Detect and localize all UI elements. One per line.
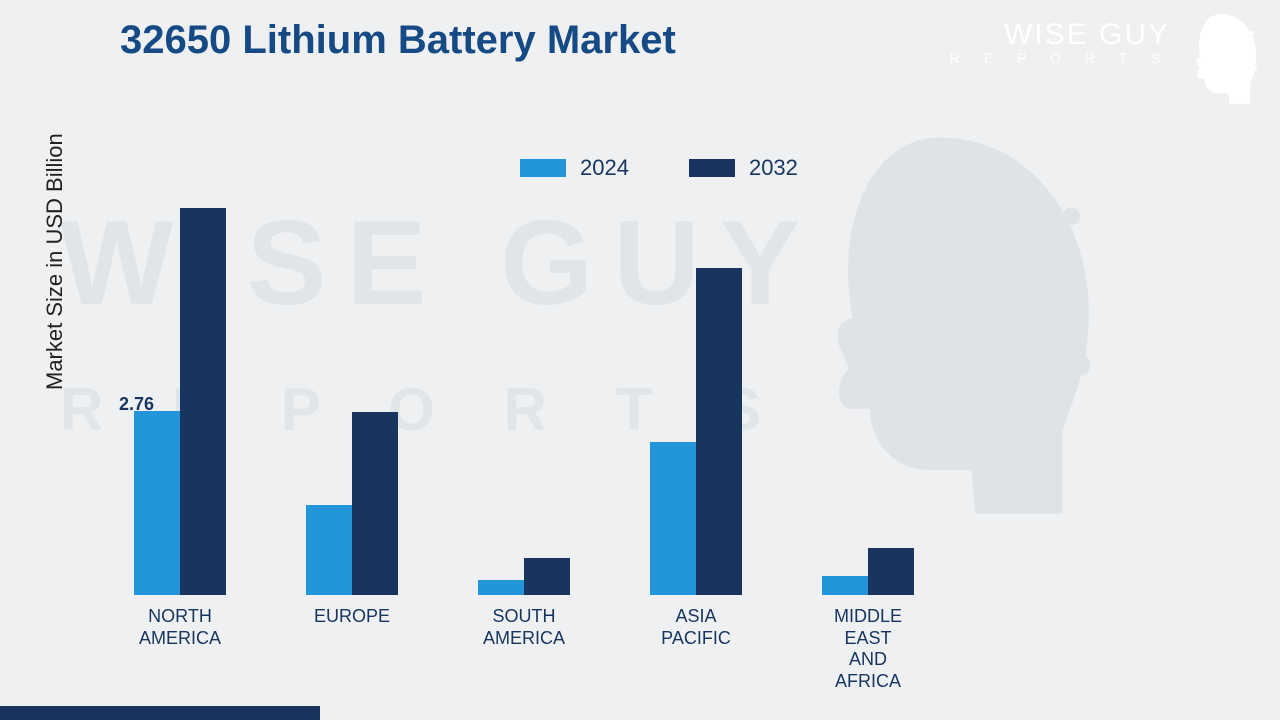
bar-value-label: 2.76 [74,394,154,415]
bar-2024 [134,411,180,595]
legend-label-2024: 2024 [580,155,629,181]
chart-title: 32650 Lithium Battery Market [120,18,676,63]
brand-block: WISE GUY R E P O R T S [950,18,1170,66]
brand-head-icon [1178,10,1264,110]
legend-label-2032: 2032 [749,155,798,181]
x-tick-label: NORTH AMERICA [110,606,250,649]
bar-2032 [868,548,914,595]
bar-2024 [822,576,868,595]
bar-2032 [524,558,570,595]
x-axis-labels: NORTH AMERICAEUROPESOUTH AMERICAASIA PAC… [120,598,980,718]
legend-swatch-2024 [520,159,566,177]
bar-2024 [306,505,352,595]
bar-2024 [478,580,524,595]
legend: 2024 2032 [520,155,798,181]
legend-swatch-2032 [689,159,735,177]
brand-name: WISE GUY [950,18,1170,52]
y-axis-label: Market Size in USD Billion [42,133,68,390]
legend-item-2024: 2024 [520,155,629,181]
x-tick-label: MIDDLE EAST AND AFRICA [798,606,938,692]
legend-item-2032: 2032 [689,155,798,181]
bar-2024 [650,442,696,595]
x-tick-label: SOUTH AMERICA [454,606,594,649]
bar-2032 [352,412,398,595]
bar-2032 [180,208,226,595]
bar-chart: 2.76 [120,195,980,595]
brand-subtitle: R E P O R T S [950,50,1170,66]
bar-2032 [696,268,742,595]
x-tick-label: ASIA PACIFIC [626,606,766,649]
report-canvas: WISE GUY R E P O R T S 32650 Lithium Bat… [0,0,1280,720]
x-tick-label: EUROPE [282,606,422,628]
